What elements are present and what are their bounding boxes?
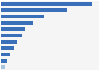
Bar — [1, 2, 92, 6]
Bar — [1, 46, 14, 50]
Bar — [1, 65, 5, 69]
Bar — [1, 27, 26, 31]
Bar — [1, 40, 17, 44]
Bar — [1, 8, 67, 12]
Bar — [1, 15, 44, 18]
Bar — [1, 53, 10, 56]
Bar — [1, 59, 7, 63]
Bar — [1, 21, 33, 25]
Bar — [1, 34, 22, 37]
